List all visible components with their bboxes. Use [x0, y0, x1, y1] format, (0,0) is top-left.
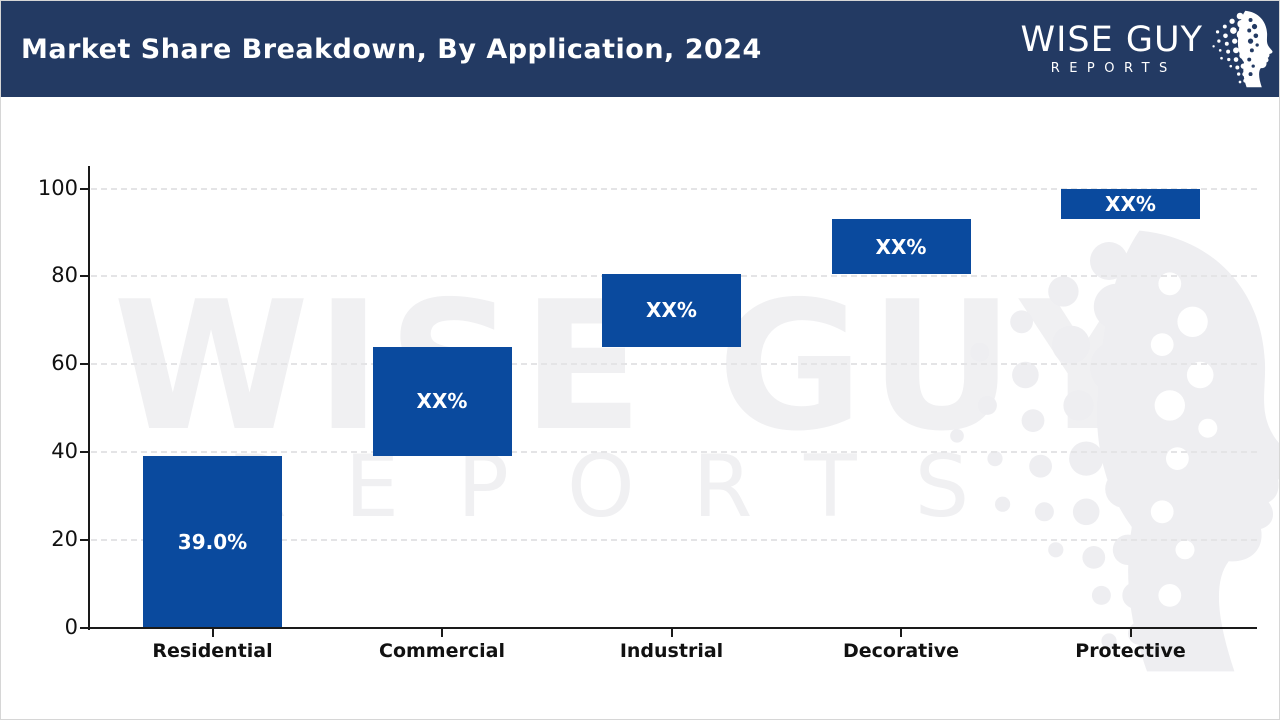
y-axis-tick-label: 80 [51, 263, 78, 288]
wise-guy-head-icon [1207, 8, 1273, 90]
x-axis-tick [211, 628, 214, 637]
y-axis-tick [80, 626, 88, 629]
y-axis-line [88, 166, 90, 630]
bar-value-label: XX% [646, 298, 697, 323]
gridline [91, 450, 1257, 453]
bar-value-label: XX% [416, 389, 468, 414]
logo-line2: REPORTS [1050, 61, 1177, 77]
x-axis-tick [1129, 628, 1132, 637]
bar-commercial: XX% [372, 346, 512, 457]
bar-value-label: XX% [1105, 191, 1156, 216]
x-axis-category-label: Residential [152, 640, 273, 662]
bar-industrial: XX% [602, 274, 741, 347]
x-axis-category-label: Decorative [842, 640, 960, 662]
bar-value-label: XX% [875, 234, 927, 259]
gridline [91, 363, 1257, 366]
bar-value-label: 39.0% [177, 529, 248, 554]
bar-residential: 39.0% [143, 456, 282, 628]
logo-wordmark: WISE GUY REPORTS [1020, 19, 1203, 77]
y-axis-tick [80, 363, 88, 366]
x-axis-category-label: Protective [1075, 640, 1186, 662]
header-bar: Market Share Breakdown, By Application, … [1, 1, 1279, 97]
logo-line1: WISE GUY [1020, 19, 1203, 60]
gridline [91, 538, 1257, 541]
y-axis-tick [80, 275, 88, 278]
x-axis-category-label: Industrial [619, 640, 724, 662]
y-axis-tick-label: 60 [51, 351, 78, 376]
x-axis-category-label: Commercial [379, 640, 505, 662]
x-axis-line [88, 626, 1257, 629]
bar-decorative: XX% [831, 219, 971, 275]
y-axis-tick-label: 100 [37, 175, 78, 200]
x-axis-tick [670, 628, 673, 637]
wise-guy-logo: WISE GUY REPORTS [1020, 5, 1273, 93]
y-axis-tick [80, 450, 88, 453]
x-axis-tick [900, 628, 902, 637]
gridline [91, 187, 1257, 190]
page-title: Market Share Breakdown, By Application, … [21, 33, 762, 65]
y-axis-tick-label: 0 [64, 614, 78, 639]
y-axis-tick [80, 187, 88, 190]
bar-protective: XX% [1061, 188, 1200, 220]
y-axis-tick-label: 40 [51, 438, 78, 463]
y-axis-tick-label: 20 [51, 526, 78, 551]
y-axis-tick [80, 538, 88, 541]
x-axis-tick [441, 628, 443, 637]
